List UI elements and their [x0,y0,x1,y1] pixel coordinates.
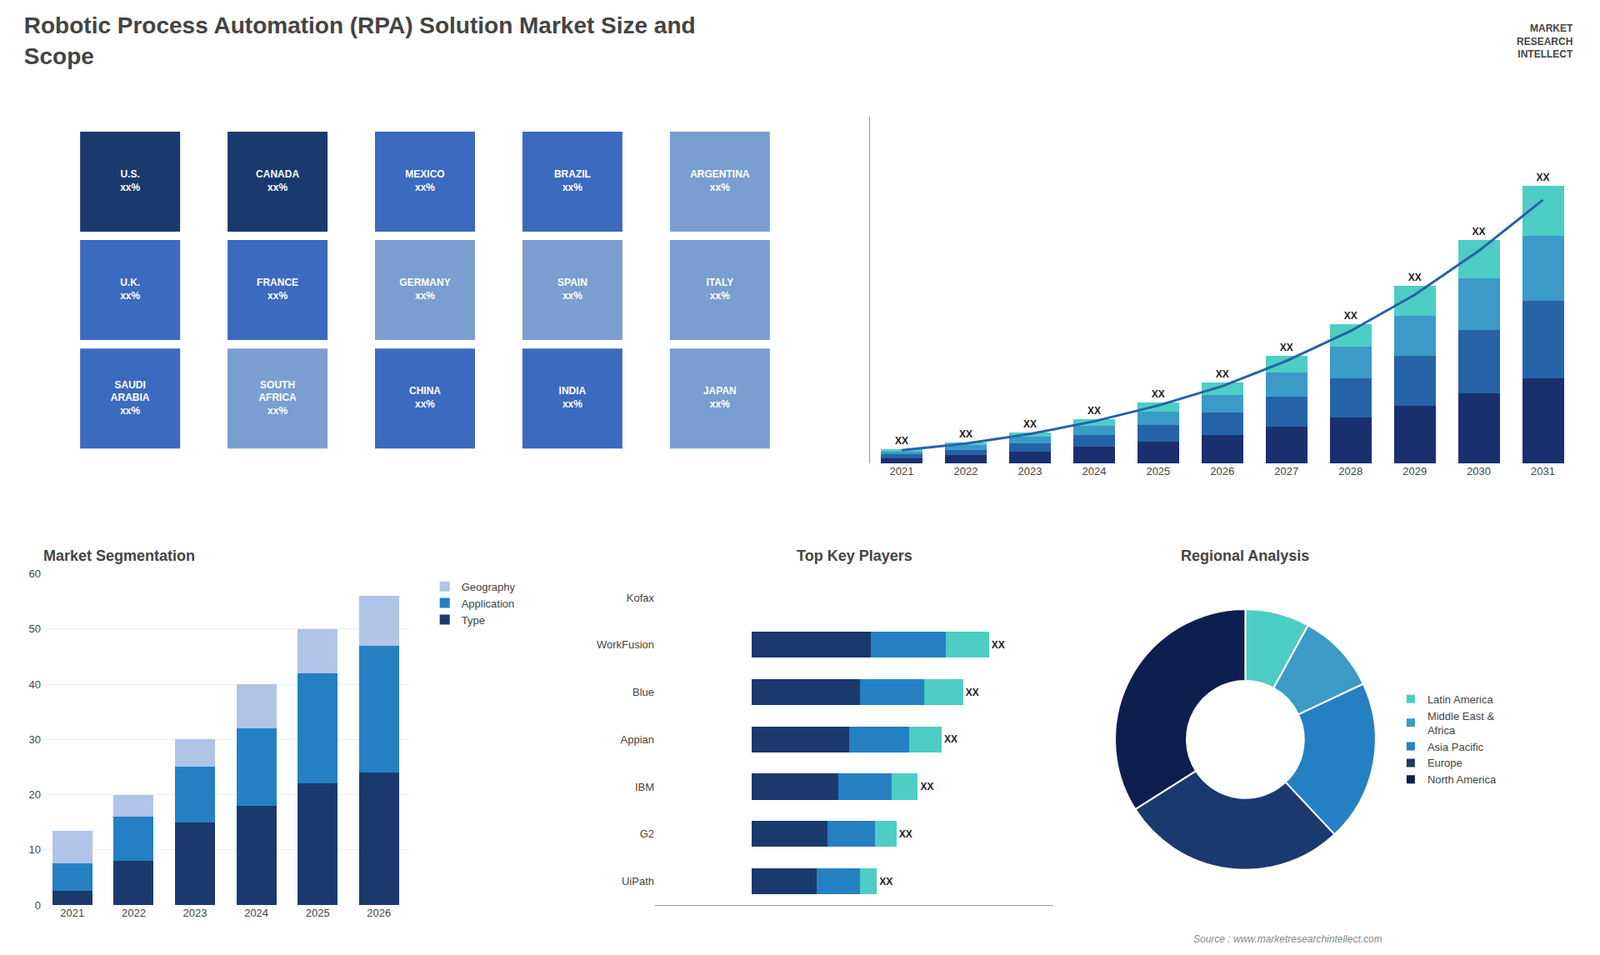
svg-text:U.S.xx%: U.S.xx% [120,168,140,194]
svg-text:XX: XX [899,828,913,840]
svg-text:Middle East &Africa: Middle East &Africa [1427,710,1495,737]
svg-text:XX: XX [1087,405,1101,417]
svg-text:XX: XX [1536,171,1550,184]
svg-text:ARGENTINAxx%: ARGENTINAxx% [690,168,750,194]
svg-text:2021: 2021 [890,465,915,478]
svg-text:North America: North America [1427,773,1497,786]
svg-text:XX: XX [1472,225,1486,238]
svg-text:Robotic Process Automation (RP: Robotic Process Automation (RPA) Solutio… [24,12,696,69]
svg-text:SAUDIARABIAxx%: SAUDIARABIAxx% [110,379,150,417]
svg-text:2027: 2027 [1274,465,1299,478]
svg-text:2026: 2026 [366,906,391,920]
svg-text:XX: XX [895,435,909,447]
svg-text:XX: XX [944,733,958,745]
svg-text:2031: 2031 [1530,465,1555,478]
svg-text:CANADAxx%: CANADAxx% [255,168,300,194]
svg-text:2022: 2022 [121,906,146,920]
svg-text:Application: Application [461,597,515,610]
svg-text:WorkFusion: WorkFusion [596,638,655,651]
svg-text:XX: XX [920,780,934,793]
svg-text:Europe: Europe [1427,756,1463,770]
svg-text:2026: 2026 [1210,465,1235,478]
svg-text:40: 40 [29,678,41,691]
svg-text:MEXICOxx%: MEXICOxx% [405,168,445,194]
svg-text:INDIAxx%: INDIAxx% [559,385,587,410]
svg-text:30: 30 [29,733,41,746]
svg-text:XX: XX [1280,341,1294,354]
svg-text:XX: XX [1023,418,1037,430]
svg-text:Source : www.marketresearchint: Source : www.marketresearchintellect.com [1193,933,1383,945]
svg-text:Appian: Appian [620,733,655,746]
svg-text:UiPath: UiPath [621,875,655,888]
svg-text:Market Segmentation: Market Segmentation [43,547,195,565]
svg-text:2023: 2023 [183,906,208,920]
svg-text:Type: Type [461,614,485,627]
svg-text:2025: 2025 [305,906,330,920]
svg-text:Regional Analysis: Regional Analysis [1180,547,1310,565]
svg-text:2021: 2021 [60,906,85,920]
svg-text:XX: XX [1408,271,1422,284]
svg-text:2025: 2025 [1145,465,1170,478]
svg-text:GERMANYxx%: GERMANYxx% [399,276,450,302]
svg-text:2029: 2029 [1402,465,1427,478]
svg-text:XX: XX [1151,388,1165,400]
svg-text:Asia Pacific: Asia Pacific [1427,740,1485,754]
svg-text:60: 60 [29,567,41,580]
svg-text:20: 20 [29,788,41,801]
svg-text:SOUTHAFRICAxx%: SOUTHAFRICAxx% [258,379,297,417]
svg-text:CHINAxx%: CHINAxx% [409,385,441,410]
svg-text:Kofax: Kofax [626,591,655,605]
svg-text:XX: XX [879,875,893,888]
svg-text:XX: XX [991,639,1005,651]
svg-text:2030: 2030 [1466,465,1491,478]
svg-text:Latin America: Latin America [1427,693,1495,706]
svg-text:2024: 2024 [244,906,269,920]
svg-text:Top Key Players: Top Key Players [796,547,913,565]
svg-text:XX: XX [965,686,980,699]
svg-text:Blue: Blue [632,685,655,699]
svg-text:2024: 2024 [1081,465,1106,478]
svg-text:2022: 2022 [954,465,979,478]
svg-text:10: 10 [29,843,41,856]
svg-text:XX: XX [1215,368,1230,380]
svg-text:JAPANxx%: JAPANxx% [703,385,737,410]
svg-text:0: 0 [35,899,41,912]
svg-text:XX: XX [1344,310,1358,322]
svg-text:FRANCExx%: FRANCExx% [256,276,299,302]
svg-text:50: 50 [29,622,41,635]
svg-text:ITALYxx%: ITALYxx% [706,276,735,302]
svg-text:MARKETRESEARCHINTELLECT: MARKETRESEARCHINTELLECT [1516,22,1574,60]
svg-text:Geography: Geography [461,580,516,594]
svg-text:2028: 2028 [1338,465,1363,478]
svg-text:2023: 2023 [1017,465,1042,478]
svg-text:IBM: IBM [635,780,655,794]
svg-text:U.K.xx%: U.K.xx% [120,276,140,302]
svg-text:SPAINxx%: SPAINxx% [557,276,588,302]
svg-text:XX: XX [959,428,973,440]
svg-text:BRAZILxx%: BRAZILxx% [554,168,591,194]
svg-text:G2: G2 [640,827,655,840]
